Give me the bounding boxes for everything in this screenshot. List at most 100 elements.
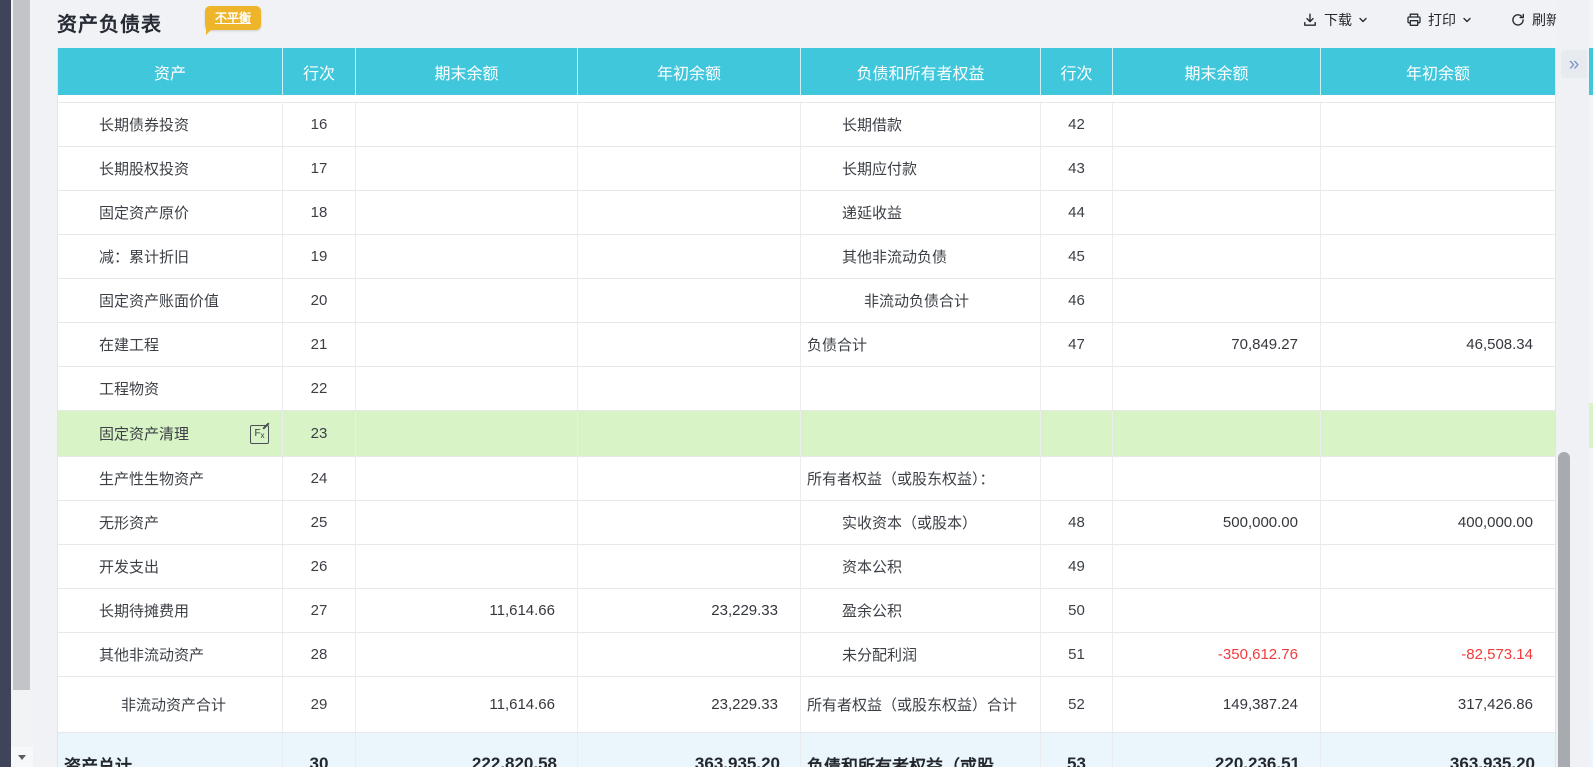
liability-beginning-balance [1321,235,1555,278]
table-row[interactable]: 长期债券投资 16 长期借款 42 [58,103,1555,147]
asset-beginning-balance: 363,935.20 [578,733,801,767]
liability-label: 长期应付款 [842,161,918,178]
liability-label: 负债和所有者权益（或股... [807,756,1009,767]
table-scrollbar-thumb[interactable] [1558,452,1570,767]
liability-beginning-balance [1321,589,1555,632]
liability-name-cell: 负债和所有者权益（或股... [801,733,1041,767]
table-row[interactable]: 固定资产清理 Fx 23 [58,411,1555,457]
refresh-icon [1512,13,1524,26]
asset-name-cell: 生产性生物资产 [58,457,283,500]
asset-ending-balance [356,191,578,234]
asset-name-cell: 固定资产账面价值 [58,279,283,322]
asset-beginning-balance [578,411,801,456]
liability-ending-balance [1113,367,1321,410]
table-row[interactable]: 长期股权投资 17 长期应付款 43 [58,147,1555,191]
liability-line-number: 50 [1041,589,1113,632]
liability-line-number: 42 [1041,103,1113,146]
asset-beginning-balance [578,147,801,190]
download-button[interactable]: 下载 [1302,10,1368,30]
refresh-button[interactable]: 刷新 [1510,10,1560,30]
asset-ending-balance: 11,614.66 [356,677,578,732]
asset-ending-balance [356,411,578,456]
download-icon [1304,13,1316,26]
liability-label: 盈余公积 [842,603,903,620]
liability-label: 资本公积 [842,559,903,576]
liability-ending-balance [1113,147,1321,190]
page-vertical-scrollbar[interactable] [11,0,33,767]
table-row[interactable]: 在建工程 21 负债合计 47 70,849.27 46,508.34 [58,323,1555,367]
column-header-beginning-balance: 年初余额 [1405,65,1470,83]
liability-label: 负债合计 [807,337,868,354]
liability-label: 未分配利润 [842,647,918,664]
asset-name-cell: 减：累计折旧 [58,235,283,278]
liability-ending-balance [1113,191,1321,234]
liability-label: 实收资本（或股本） [842,515,978,532]
asset-line-number: 22 [283,367,356,410]
liability-name-cell: 所有者权益（或股东权益）合计 [801,677,1041,732]
asset-line-number: 20 [283,279,356,322]
liability-ending-balance: 70,849.27 [1113,323,1321,366]
table-row[interactable]: 非流动资产合计 29 11,614.66 23,229.33 所有者权益（或股东… [58,677,1555,733]
asset-beginning-balance [578,235,801,278]
liability-ending-balance: 149,387.24 [1113,677,1321,732]
asset-label: 工程物资 [99,381,160,398]
print-button[interactable]: 打印 [1406,10,1472,30]
asset-beginning-balance [578,323,801,366]
liability-beginning-balance [1321,147,1555,190]
page-title: 资产负债表 [57,14,162,36]
liability-beginning-balance: 46,508.34 [1466,336,1533,353]
expand-panel-button[interactable]: » [1561,50,1587,78]
asset-ending-balance [356,323,578,366]
page-scrollbar-thumb[interactable] [13,0,30,690]
table-row[interactable]: 减：累计折旧 19 其他非流动负债 45 [58,235,1555,279]
liability-line-number: 46 [1041,279,1113,322]
asset-line-number: 29 [283,677,356,732]
liability-line-number [1041,457,1113,500]
liability-label: 长期借款 [842,117,903,134]
asset-ending-balance: 222,820.58 [356,733,578,767]
liability-ending-balance [1113,235,1321,278]
asset-line-number: 23 [283,411,356,456]
liability-beginning-balance [1321,191,1555,234]
asset-line-number: 19 [283,235,356,278]
unbalanced-status-badge: 不平衡 [205,6,262,35]
download-label: 下载 [1324,12,1352,28]
table-row[interactable]: 生产性生物资产 24 所有者权益（或股东权益）： [58,457,1555,501]
asset-label: 固定资产账面价值 [99,293,220,310]
table-row[interactable]: 固定资产原价 18 递延收益 44 [58,191,1555,235]
table-row[interactable]: 其他非流动资产 28 未分配利润 51 -350,612.76 -82,573.… [58,633,1555,677]
formula-edit-icon[interactable]: Fx [250,421,270,444]
table-row[interactable]: 工程物资 22 [58,367,1555,411]
page-scrollbar-down-button[interactable] [11,747,33,767]
liability-label: 所有者权益（或股东权益）： [807,471,995,488]
column-header-ending-balance: 期末余额 [356,48,578,95]
table-row[interactable]: 长期待摊费用 27 11,614.66 23,229.33 盈余公积 50 [58,589,1555,633]
asset-line-number: 24 [283,457,356,500]
asset-beginning-balance [578,501,801,544]
asset-label: 开发支出 [99,559,160,576]
liability-name-cell: 资本公积 [801,545,1041,588]
asset-beginning-balance [578,191,801,234]
asset-name-cell: 其他非流动资产 [58,633,283,676]
asset-label: 长期债券投资 [99,117,190,134]
double-chevron-right-icon: » [1568,53,1580,75]
liability-line-number: 52 [1041,677,1113,732]
table-row[interactable]: 无形资产 25 实收资本（或股本） 48 500,000.00 400,000.… [58,501,1555,545]
asset-ending-balance [356,545,578,588]
asset-line-number: 17 [283,147,356,190]
liability-name-cell: 实收资本（或股本） [801,501,1041,544]
liability-ending-balance [1113,589,1321,632]
table-row[interactable]: 开发支出 26 资本公积 49 [58,545,1555,589]
table-row[interactable]: 资产总计 30 222,820.58 363,935.20 负债和所有者权益（或… [58,733,1555,767]
column-header-assets: 资产 [58,48,283,95]
liability-beginning-balance [1321,411,1555,456]
liability-line-number [1041,367,1113,410]
table-row[interactable]: 固定资产账面价值 20 非流动负债合计 46 [58,279,1555,323]
column-header-line-no: 行次 [1041,48,1113,95]
asset-label: 非流动资产合计 [121,697,227,714]
asset-label: 长期待摊费用 [99,603,190,620]
liability-ending-balance [1113,279,1321,322]
liability-name-cell: 其他非流动负债 [801,235,1041,278]
column-header-liabilities-equity: 负债和所有者权益 [801,48,1041,95]
asset-line-number: 16 [283,103,356,146]
